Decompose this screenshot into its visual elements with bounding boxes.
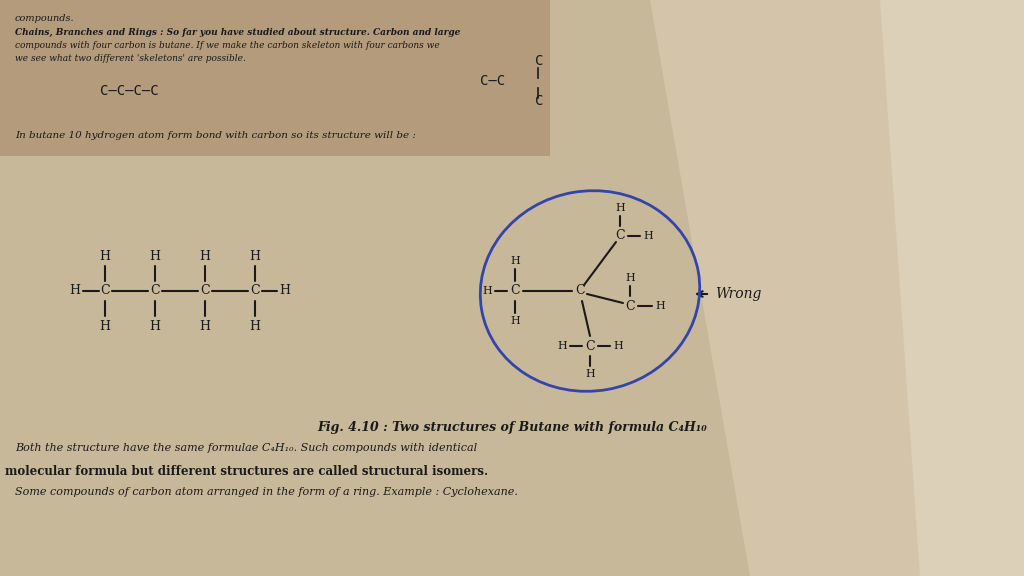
Text: H: H [200,249,211,263]
Text: C: C [151,285,160,297]
Text: Wrong: Wrong [715,287,762,301]
Text: H: H [643,231,653,241]
Text: molecular formula but different structures are called structural isomers.: molecular formula but different structur… [5,465,488,478]
Text: H: H [613,341,623,351]
Text: compounds with four carbon is butane. If we make the carbon skeleton with four c: compounds with four carbon is butane. If… [15,41,439,50]
Text: H: H [585,369,595,379]
Text: H: H [280,285,291,297]
Text: Fig. 4.10 : Two structures of Butane with formula C₄H₁₀: Fig. 4.10 : Two structures of Butane wit… [317,421,707,434]
Polygon shape [650,0,1024,576]
Text: H: H [70,285,81,297]
Text: In butane 10 hydrogen atom form bond with carbon so its structure will be :: In butane 10 hydrogen atom form bond wit… [15,131,416,140]
Text: H: H [150,249,161,263]
Text: C: C [200,285,210,297]
Text: C: C [626,300,635,313]
Text: H: H [150,320,161,332]
Text: H: H [655,301,665,311]
Text: C: C [535,94,544,108]
Text: H: H [557,341,567,351]
Text: we see what two different 'skeletons' are possible.: we see what two different 'skeletons' ar… [15,54,246,63]
Polygon shape [0,0,550,156]
Text: C: C [615,229,625,242]
Text: H: H [625,273,635,283]
Text: C: C [585,339,595,353]
Text: Chains, Branches and Rings : So far you have studied about structure. Carbon and: Chains, Branches and Rings : So far you … [15,28,461,37]
Text: compounds.: compounds. [15,14,75,23]
Polygon shape [880,0,1024,576]
Text: C: C [510,285,520,297]
Text: Some compounds of carbon atom arranged in the form of a ring. Example : Cyclohex: Some compounds of carbon atom arranged i… [15,487,518,497]
Text: C: C [250,285,260,297]
Text: Both the structure have the same formulae C₄H₁₀. Such compounds with identical: Both the structure have the same formula… [15,443,477,453]
Text: H: H [250,249,260,263]
Text: H: H [99,249,111,263]
Text: C—C—C—C: C—C—C—C [100,84,159,98]
Text: H: H [510,316,520,326]
Text: H: H [615,203,625,213]
Text: H: H [510,256,520,266]
Text: H: H [250,320,260,332]
Text: H: H [99,320,111,332]
Text: C: C [535,54,544,68]
Text: C—C: C—C [480,74,505,88]
Text: C: C [100,285,110,297]
Text: C: C [575,285,585,297]
Text: H: H [482,286,492,296]
Text: H: H [200,320,211,332]
